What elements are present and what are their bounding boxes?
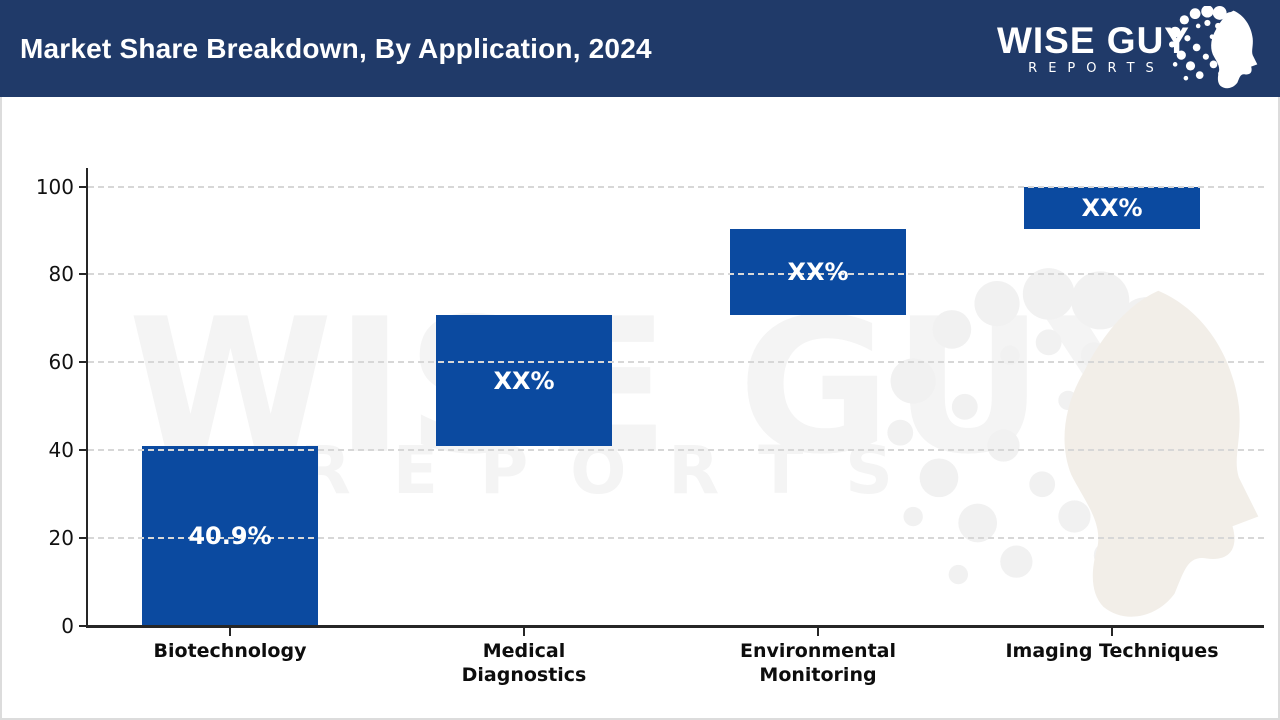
logo-brand-text: WISE GUY — [996, 20, 1190, 61]
bar-value-label: 40.9% — [188, 522, 272, 551]
grid-line — [88, 361, 1264, 364]
header-band: Market Share Breakdown, By Application, … — [0, 0, 1280, 97]
grid-line — [88, 273, 1264, 276]
y-tick-label: 40 — [48, 438, 74, 463]
y-tick-mark — [79, 273, 88, 276]
y-tick-mark — [79, 361, 88, 364]
grid-line — [88, 537, 1264, 540]
bar — [1024, 186, 1200, 230]
x-tick-mark — [817, 628, 819, 636]
wise-guy-reports-logo: WISE GUY REPORTS — [997, 5, 1260, 92]
x-category-label: Medical Diagnostics — [461, 640, 587, 686]
grid-line — [88, 449, 1264, 452]
x-tick-mark — [1111, 628, 1113, 636]
y-tick-mark — [79, 625, 88, 627]
y-tick-mark — [79, 185, 88, 188]
bar — [730, 229, 906, 316]
page-title: Market Share Breakdown, By Application, … — [20, 32, 652, 64]
x-axis-line — [86, 625, 1264, 628]
bar — [142, 446, 318, 626]
y-tick-label: 0 — [61, 614, 74, 638]
bar-value-label: XX% — [1081, 193, 1143, 222]
x-category-label: Environmental Monitoring — [740, 640, 896, 686]
bar-value-label: XX% — [787, 258, 849, 287]
logo-sub-text: REPORTS — [1028, 61, 1165, 76]
x-tick-mark — [523, 628, 525, 636]
y-tick-mark — [79, 537, 88, 540]
y-axis-line — [86, 168, 88, 628]
bar-value-label: XX% — [493, 366, 555, 395]
bar — [436, 315, 612, 446]
y-tick-label: 20 — [48, 526, 74, 551]
y-tick-label: 80 — [48, 262, 74, 287]
y-tick-label: 100 — [35, 174, 74, 199]
wise-guy-face-icon — [1169, 5, 1258, 88]
x-tick-mark — [229, 628, 231, 636]
x-category-label: Biotechnology — [153, 640, 307, 662]
logo-text: WISE GUY REPORTS — [997, 22, 1190, 75]
watermark-face-icon — [887, 268, 1259, 617]
x-category-label: Imaging Techniques — [1005, 640, 1219, 662]
grid-line — [88, 185, 1264, 188]
y-tick-mark — [79, 449, 88, 452]
y-tick-label: 60 — [48, 350, 74, 375]
